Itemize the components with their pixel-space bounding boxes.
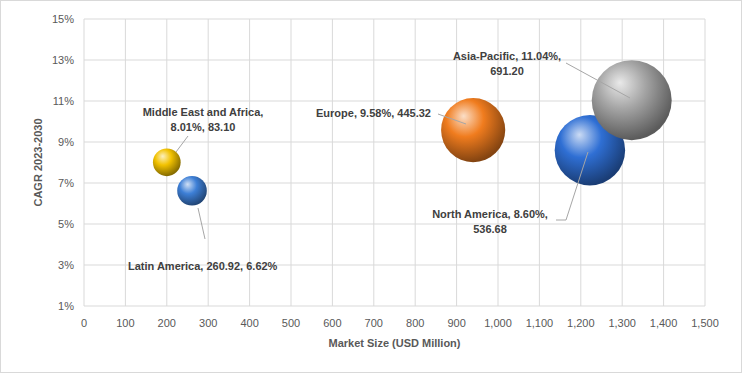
bubble: Middle East and Africa xyxy=(153,148,181,176)
bubble: Europe xyxy=(441,98,505,162)
x-tick-label: 200 xyxy=(158,317,176,329)
x-grid-line xyxy=(84,19,85,306)
y-axis-title: CAGR 2023-2030 xyxy=(32,118,44,206)
chart: 0 100 200 300 400 500 600 700 800 900 1,000 1,100 1,… xyxy=(0,0,742,373)
x-grid-line xyxy=(498,19,499,306)
y-tick-label: 13% xyxy=(52,54,74,66)
leader-line xyxy=(198,208,205,239)
x-tick-label: 600 xyxy=(323,317,341,329)
y-tick-label: 9% xyxy=(58,136,74,148)
data-label: Latin America, 260.92, 6.62% xyxy=(128,260,278,272)
bubble: Latin America xyxy=(177,176,207,206)
x-tick-label: 700 xyxy=(365,317,383,329)
y-grid-line xyxy=(84,183,705,184)
y-tick-label: 5% xyxy=(58,218,74,230)
y-grid-line xyxy=(84,19,705,20)
y-tick-label: 7% xyxy=(58,177,74,189)
data-label: Asia-Pacific, 11.04%,691.20 xyxy=(453,50,561,77)
data-label: North America, 8.60%,536.68 xyxy=(432,208,548,235)
x-tick-label: 800 xyxy=(406,317,424,329)
y-tick-label: 15% xyxy=(52,13,74,25)
x-tick-label: 1,300 xyxy=(608,317,636,329)
x-tick-label: 1,100 xyxy=(526,317,554,329)
x-tick-label: 1,200 xyxy=(567,317,595,329)
x-grid-line xyxy=(539,19,540,306)
x-tick-label: 0 xyxy=(81,317,87,329)
data-label: Middle East and Africa,8.01%, 83.10 xyxy=(143,106,264,133)
x-grid-line xyxy=(415,19,416,306)
x-tick-label: 1,400 xyxy=(650,317,678,329)
data-label: Europe, 9.58%, 445.32 xyxy=(316,107,431,119)
leader-line xyxy=(556,152,588,220)
leader-line xyxy=(566,63,630,98)
y-grid-line xyxy=(84,224,705,225)
y-tick-label: 3% xyxy=(58,259,74,271)
bubble: Asia-Pacific xyxy=(592,60,672,140)
bubbles: Middle East and AfricaLatin America Europ… xyxy=(153,60,672,205)
leader-line xyxy=(176,136,188,152)
data-labels: Middle East and Africa,8.01%, 83.10 Latin… xyxy=(128,50,630,272)
x-grid-line xyxy=(456,19,457,306)
x-tick-label: 1,500 xyxy=(691,317,719,329)
chart-border xyxy=(1,1,742,373)
x-tick-label: 900 xyxy=(447,317,465,329)
x-grid-line xyxy=(705,19,706,306)
y-grid-line xyxy=(84,60,705,61)
x-grid-line xyxy=(291,19,292,306)
x-grid-line xyxy=(373,19,374,306)
x-tick-label: 1,000 xyxy=(484,317,512,329)
y-tick-label: 11% xyxy=(53,95,74,107)
y-grid-line xyxy=(84,306,705,307)
x-grid-line xyxy=(125,19,126,306)
x-tick-label: 100 xyxy=(116,317,134,329)
leader-line xyxy=(438,114,466,124)
x-axis-title: Market Size (USD Million) xyxy=(328,337,460,349)
x-grid-line xyxy=(663,19,664,306)
x-grid-line xyxy=(332,19,333,306)
y-tick-label: 1% xyxy=(58,300,74,312)
x-tick-label: 300 xyxy=(199,317,217,329)
grid xyxy=(84,19,705,306)
x-tick-label: 500 xyxy=(282,317,300,329)
x-tick-label: 400 xyxy=(240,317,258,329)
